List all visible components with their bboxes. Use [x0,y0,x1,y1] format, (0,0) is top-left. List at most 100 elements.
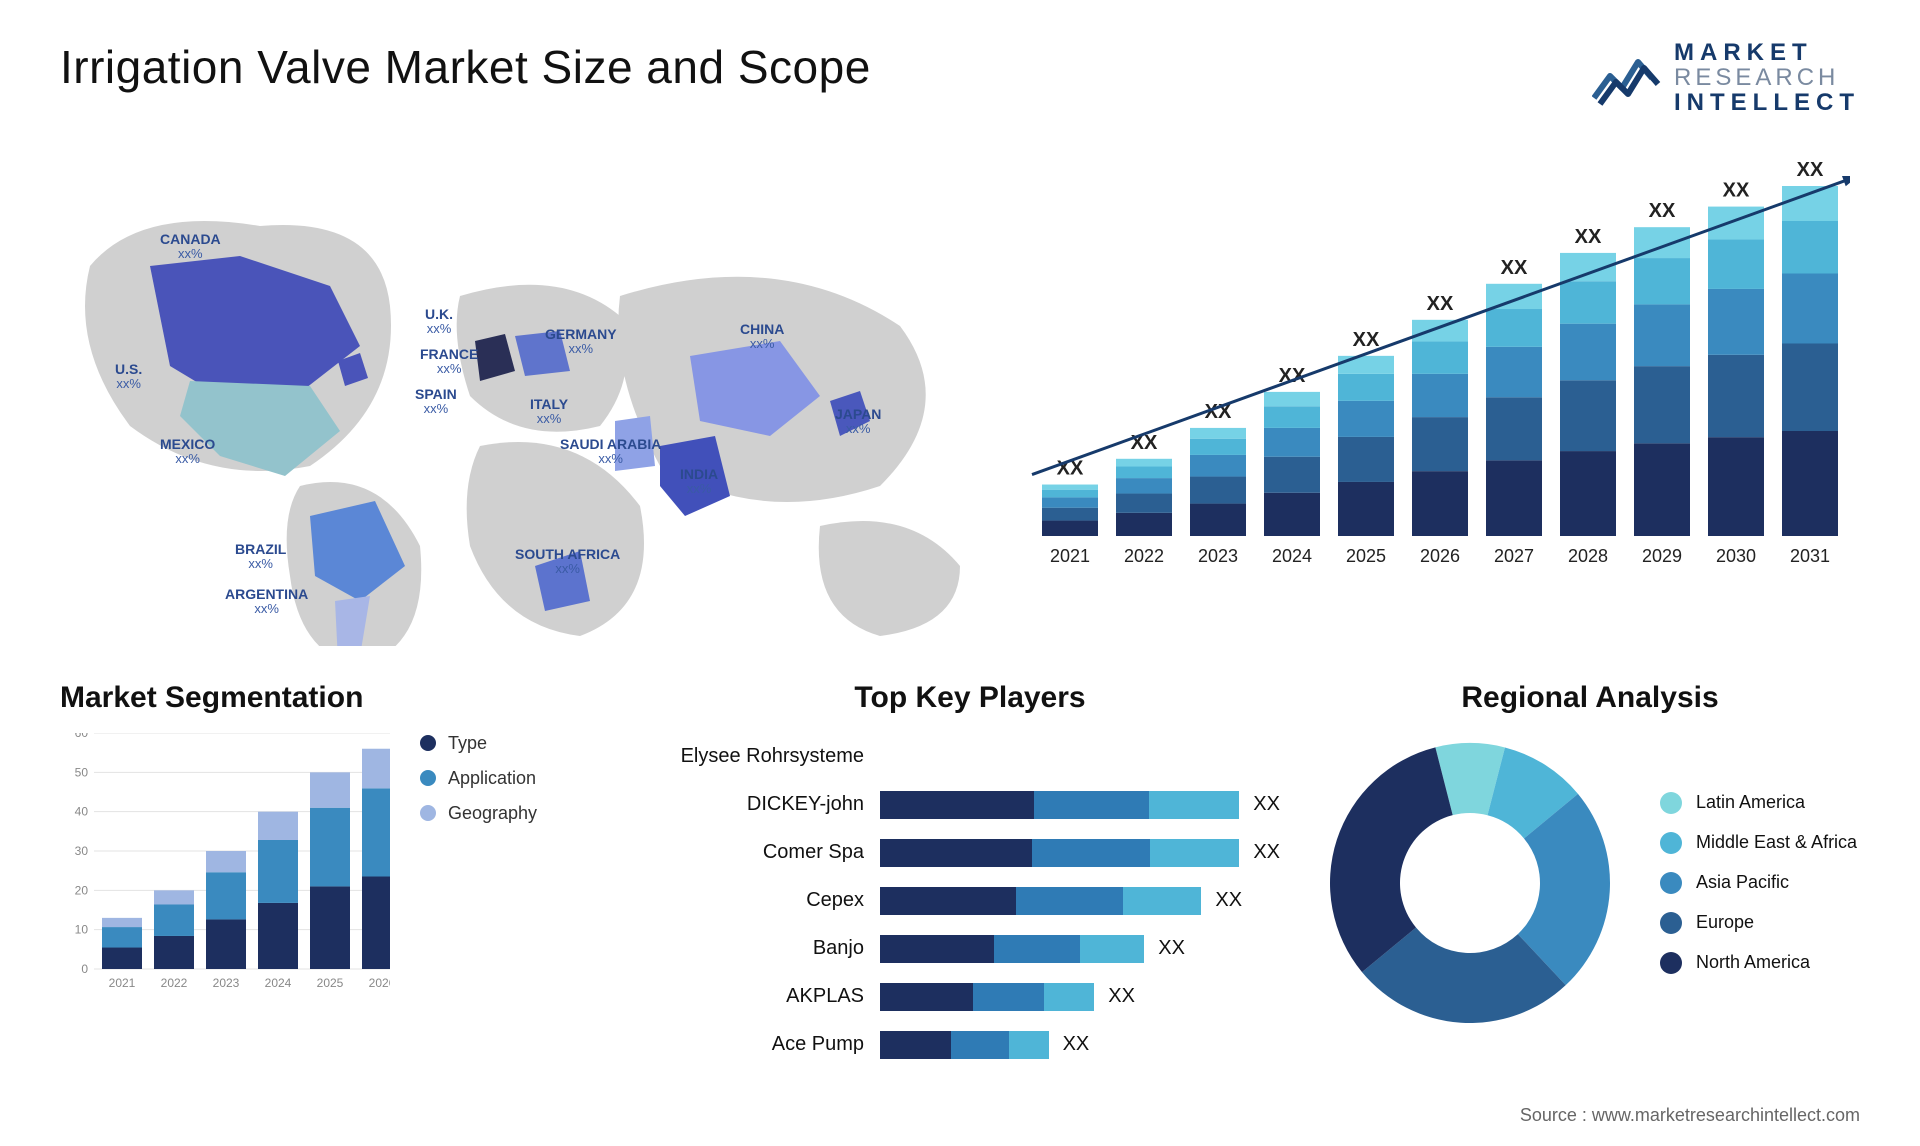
logo-line2: RESEARCH [1674,65,1860,90]
player-bar-segment [1034,791,1149,819]
market-growth-chart: XX2021XX2022XX2023XX2024XX2025XX2026XX20… [1030,146,1860,646]
svg-text:XX: XX [1353,328,1380,350]
page-title: Irrigation Valve Market Size and Scope [60,40,871,94]
player-bar-segment [1150,839,1240,867]
player-name: Banjo [660,937,880,960]
player-value: XX [1108,985,1135,1008]
map-label-spain: SPAINxx% [415,386,457,417]
svg-text:2021: 2021 [1050,546,1090,566]
player-bar-segment [973,983,1044,1011]
map-label-south-africa: SOUTH AFRICAxx% [515,546,620,577]
map-label-japan: JAPANxx% [835,406,881,437]
map-label-brazil: BRAZILxx% [235,541,286,572]
legend-swatch [1660,832,1682,854]
player-bar: XX [880,887,1280,915]
map-label-mexico: MEXICOxx% [160,436,215,467]
player-row-cepex: CepexXX [660,877,1280,925]
logo-line1: MARKET [1674,40,1860,65]
player-value: XX [1158,937,1185,960]
growth-svg: XX2021XX2022XX2023XX2024XX2025XX2026XX20… [1030,146,1850,576]
world-map: CANADAxx%U.S.xx%MEXICOxx%BRAZILxx%ARGENT… [60,146,990,646]
player-bar-segment [880,983,973,1011]
logo-icon [1592,48,1662,108]
map-label-argentina: ARGENTINAxx% [225,586,308,617]
regional-legend: Latin America Middle East & Africa Asia Pa… [1660,792,1857,974]
player-bar: XX [880,983,1280,1011]
player-value: XX [1063,1033,1090,1056]
player-row-ace-pump: Ace Pump XX [660,1021,1280,1069]
regional-donut [1320,733,1620,1033]
players-title: Top Key Players [660,681,1280,715]
player-bar-segment [880,887,1016,915]
svg-text:2030: 2030 [1716,546,1756,566]
svg-text:XX: XX [1649,200,1676,222]
legend-swatch [1660,912,1682,934]
player-name: AKPLAS [660,985,880,1008]
player-bar-segment [1080,935,1144,963]
player-bar-segment [1149,791,1239,819]
player-name: Elysee Rohrsysteme [660,745,880,768]
segmentation-legend: Type Application Geography [420,733,537,838]
svg-text:2026: 2026 [369,976,390,990]
legend-label: North America [1696,952,1810,973]
svg-text:2021: 2021 [109,976,136,990]
svg-text:50: 50 [75,765,89,779]
player-name: Ace Pump [660,1033,880,1056]
map-label-saudi-arabia: SAUDI ARABIAxx% [560,436,661,467]
legend-swatch [420,805,436,821]
legend-label: Latin America [1696,792,1805,813]
region-legend-asia-pacific: Asia Pacific [1660,872,1857,894]
svg-text:40: 40 [75,804,89,818]
svg-text:20: 20 [75,883,89,897]
svg-text:2031: 2031 [1790,546,1830,566]
player-row-comer-spa: Comer SpaXX [660,829,1280,877]
region-legend-middle-east-africa: Middle East & Africa [1660,832,1857,854]
player-value: XX [1253,793,1280,816]
player-bar-segment [880,935,994,963]
map-label-italy: ITALYxx% [530,396,568,427]
player-bar-segment [1016,887,1123,915]
legend-swatch [1660,952,1682,974]
top-key-players-section: Top Key Players Elysee Rohrsysteme DICKEY… [660,681,1280,1069]
legend-label: Asia Pacific [1696,872,1789,893]
legend-label: Type [448,733,487,754]
player-bar-segment [880,1031,951,1059]
player-row-dickey-john: DICKEY-johnXX [660,781,1280,829]
legend-label: Middle East & Africa [1696,832,1857,853]
svg-text:2027: 2027 [1494,546,1534,566]
svg-text:XX: XX [1797,159,1824,181]
player-bar-segment [1032,839,1149,867]
seg-legend-application: Application [420,768,537,789]
legend-label: Geography [448,803,537,824]
player-bar-segment [994,935,1080,963]
player-bar: XX [880,1031,1280,1059]
svg-text:2025: 2025 [317,976,344,990]
map-label-china: CHINAxx% [740,321,784,352]
svg-text:10: 10 [75,922,89,936]
map-label-germany: GERMANYxx% [545,326,617,357]
players-list: Elysee Rohrsysteme DICKEY-johnXXComer Spa… [660,733,1280,1069]
legend-label: Europe [1696,912,1754,933]
svg-text:2026: 2026 [1420,546,1460,566]
player-bar [880,743,1280,771]
svg-text:60: 60 [75,733,89,740]
legend-swatch [420,770,436,786]
player-value: XX [1215,889,1242,912]
player-bar-segment [880,791,1034,819]
svg-text:2028: 2028 [1568,546,1608,566]
region-legend-europe: Europe [1660,912,1857,934]
market-segmentation-section: Market Segmentation 01020304050602021202… [60,681,620,1069]
svg-text:XX: XX [1427,292,1454,314]
svg-text:2029: 2029 [1642,546,1682,566]
player-bar-segment [880,839,1032,867]
svg-text:XX: XX [1575,225,1602,247]
svg-text:2024: 2024 [265,976,292,990]
player-value: XX [1253,841,1280,864]
region-legend-latin-america: Latin America [1660,792,1857,814]
svg-text:2022: 2022 [161,976,188,990]
svg-text:2023: 2023 [1198,546,1238,566]
player-bar: XX [880,839,1280,867]
player-bar: XX [880,791,1280,819]
svg-text:0: 0 [81,962,88,976]
svg-text:2022: 2022 [1124,546,1164,566]
